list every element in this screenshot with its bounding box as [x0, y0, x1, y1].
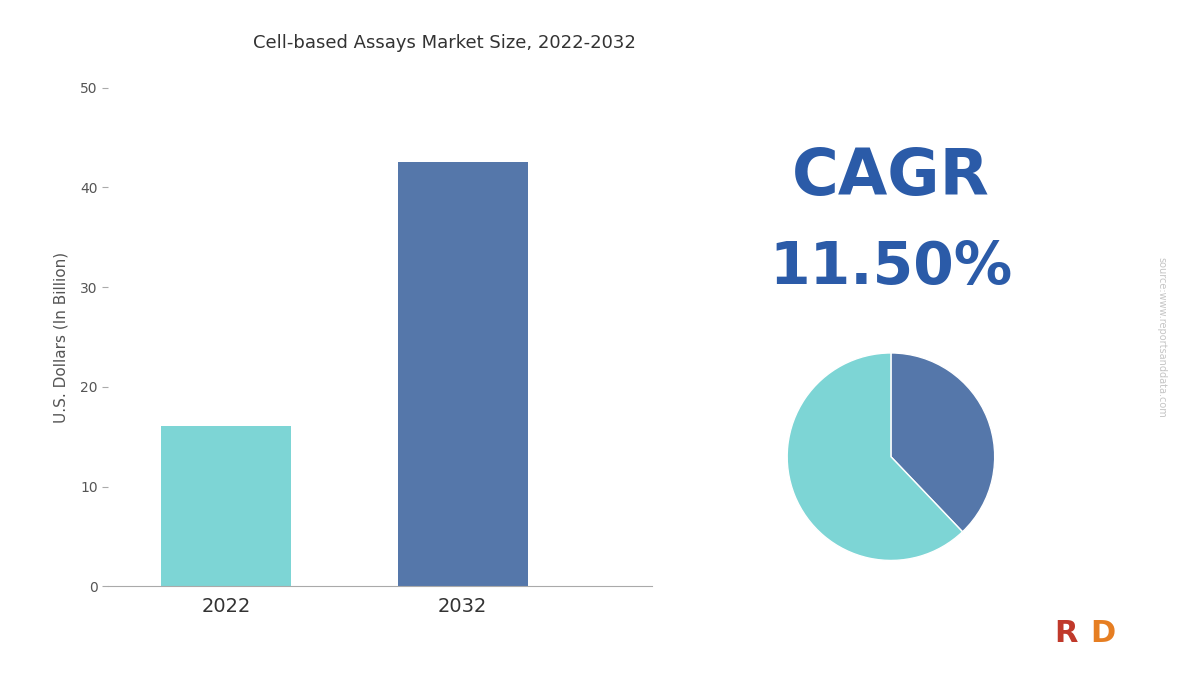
Bar — [397, 162, 528, 586]
Text: R: R — [1054, 619, 1078, 648]
Y-axis label: U.S. Dollars (In Billion): U.S. Dollars (In Billion) — [54, 251, 68, 423]
Text: CAGR: CAGR — [792, 146, 990, 208]
Text: source:www.reportsanddata.com: source:www.reportsanddata.com — [1157, 257, 1166, 417]
Text: 11.50%: 11.50% — [769, 239, 1013, 296]
Bar — [161, 426, 292, 586]
Text: Cell-based Assays Market Size, 2022-2032: Cell-based Assays Market Size, 2022-2032 — [252, 34, 636, 52]
Text: D: D — [1091, 619, 1116, 648]
